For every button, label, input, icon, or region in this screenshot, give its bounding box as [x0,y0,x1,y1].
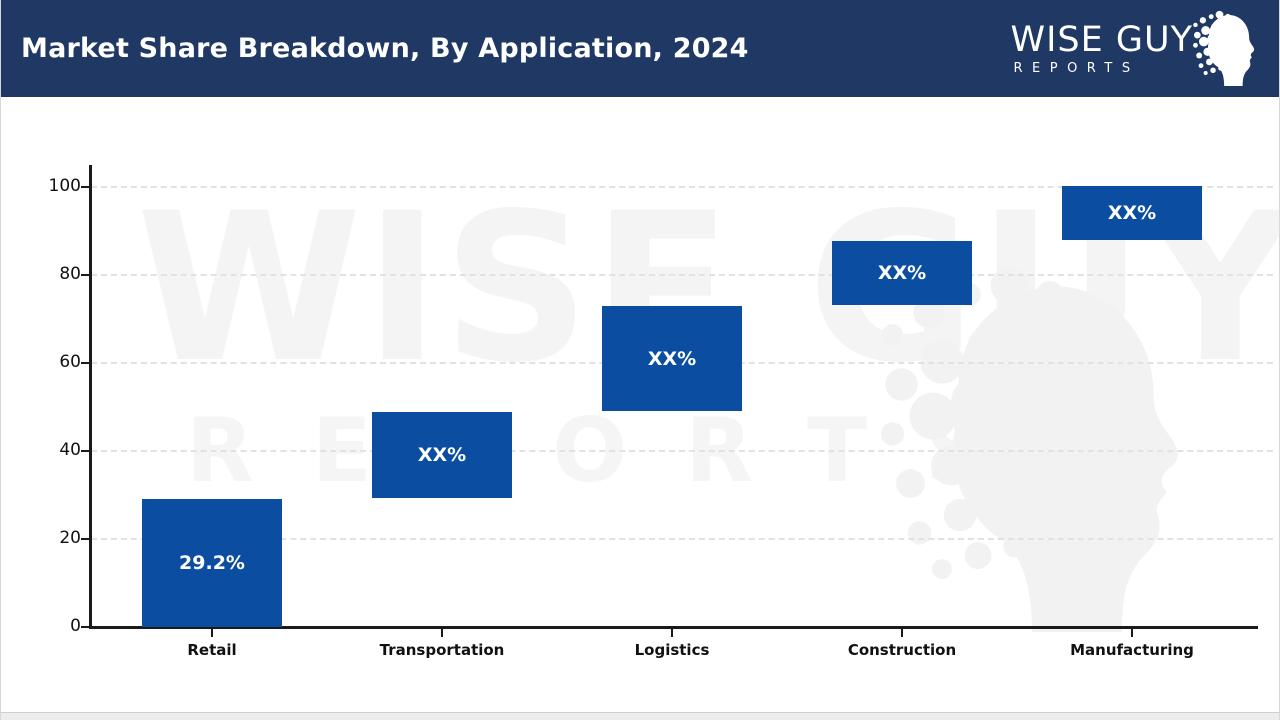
logo-wordmark: WISE GUY [1010,19,1193,60]
bar-label-logistics: XX% [647,347,697,370]
x-tick-mark-logistics [671,628,673,637]
y-tick-mark-0 [81,626,91,628]
logo-face-icon [1193,10,1255,86]
gridline-20 [91,538,1273,540]
y-tick-label-60: 60 [59,352,81,372]
gridline-100 [91,186,1273,188]
y-tick-mark-80 [81,274,91,276]
gridline-80 [91,274,1273,276]
x-tick-mark-transportation [441,628,443,637]
gridline-40 [91,450,1273,452]
bar-manufacturing: XX% [1062,186,1202,241]
x-label-retail: Retail [187,641,237,659]
logo-subtitle: REPORTS [1013,60,1140,76]
x-label-construction: Construction [847,641,957,659]
header: Market Share Breakdown, By Application, … [1,0,1279,97]
bar-label-retail: 29.2% [179,551,245,574]
y-tick-label-0: 0 [70,616,81,636]
footer-strip [1,712,1279,720]
logo-text: WISE GUY REPORTS [1010,19,1193,76]
y-tick-label-40: 40 [59,440,81,460]
y-tick-label-100: 100 [48,176,81,196]
y-tick-mark-60 [81,362,91,364]
bar-retail: 29.2% [142,498,282,627]
x-label-transportation: Transportation [379,641,505,659]
bar-transportation: XX% [372,411,512,499]
y-axis [89,165,92,629]
bar-label-construction: XX% [877,261,927,284]
bar-construction: XX% [832,240,972,305]
x-axis [89,626,1258,629]
y-tick-mark-20 [81,538,91,540]
y-tick-label-20: 20 [59,528,81,548]
y-tick-label-80: 80 [59,264,81,284]
logo: WISE GUY REPORTS [1010,9,1263,89]
x-tick-mark-retail [211,628,213,637]
x-tick-mark-manufacturing [1131,628,1133,637]
bar-logistics: XX% [602,305,742,412]
bar-label-manufacturing: XX% [1107,202,1157,225]
y-tick-mark-100 [81,186,91,188]
bar-label-transportation: XX% [417,443,467,466]
x-label-logistics: Logistics [634,641,710,659]
y-tick-mark-40 [81,450,91,452]
x-label-manufacturing: Manufacturing [1070,641,1194,659]
page-title: Market Share Breakdown, By Application, … [21,33,749,64]
x-tick-mark-construction [901,628,903,637]
